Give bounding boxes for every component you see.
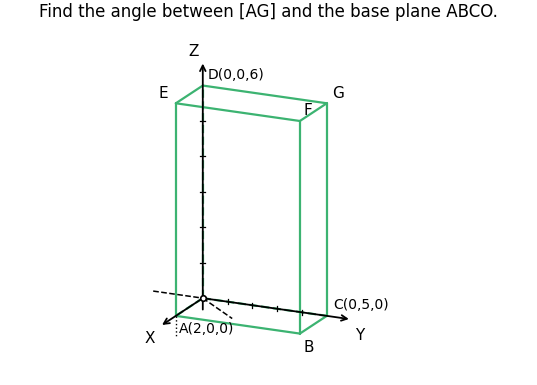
Text: B: B — [303, 340, 314, 355]
Text: Y: Y — [355, 328, 365, 343]
Text: X: X — [144, 331, 155, 346]
Text: A(2,0,0): A(2,0,0) — [178, 322, 234, 336]
Text: C(0,5,0): C(0,5,0) — [333, 298, 389, 312]
Text: E: E — [158, 86, 168, 101]
Text: Find the angle between [AG] and the base plane ABCO.: Find the angle between [AG] and the base… — [39, 3, 498, 21]
Text: G: G — [332, 86, 344, 101]
Text: D(0,0,6): D(0,0,6) — [207, 69, 264, 82]
Text: F: F — [304, 104, 313, 119]
Text: Z: Z — [188, 44, 198, 59]
